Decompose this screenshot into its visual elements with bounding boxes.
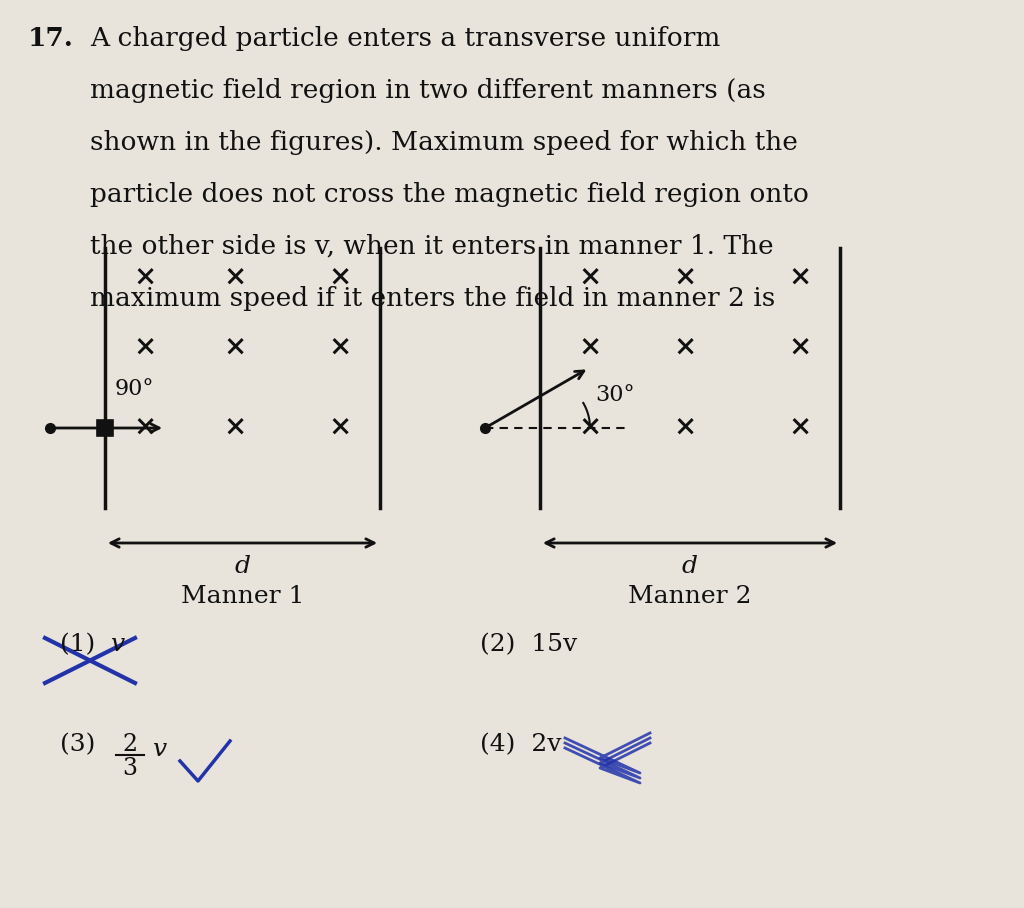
Text: (3): (3) xyxy=(60,733,95,756)
Bar xyxy=(97,420,113,436)
Text: particle does not cross the magnetic field region onto: particle does not cross the magnetic fie… xyxy=(90,182,809,207)
Text: maximum speed if it enters the field in manner 2 is: maximum speed if it enters the field in … xyxy=(90,286,775,311)
Text: 90°: 90° xyxy=(115,378,155,400)
Text: ×: × xyxy=(579,264,602,291)
Text: (1): (1) xyxy=(60,633,95,656)
Text: the other side is v, when it enters in manner 1. The: the other side is v, when it enters in m… xyxy=(90,234,773,259)
Text: (4)  2v: (4) 2v xyxy=(480,733,561,756)
Text: v: v xyxy=(152,738,166,761)
Text: Manner 1: Manner 1 xyxy=(181,585,304,608)
Text: ×: × xyxy=(579,414,602,441)
Text: ×: × xyxy=(133,334,157,361)
Text: ×: × xyxy=(223,414,247,441)
Text: ×: × xyxy=(579,334,602,361)
Text: ×: × xyxy=(674,264,696,291)
Text: ×: × xyxy=(788,414,812,441)
Text: v: v xyxy=(110,633,124,656)
Text: d: d xyxy=(234,555,251,578)
Text: ×: × xyxy=(133,264,157,291)
Text: d: d xyxy=(682,555,698,578)
Text: A charged particle enters a transverse uniform: A charged particle enters a transverse u… xyxy=(90,26,720,51)
Text: Manner 2: Manner 2 xyxy=(629,585,752,608)
Text: 3: 3 xyxy=(123,757,137,780)
Text: ×: × xyxy=(133,414,157,441)
Text: shown in the figures). Maximum speed for which the: shown in the figures). Maximum speed for… xyxy=(90,130,798,155)
Text: 2: 2 xyxy=(123,733,137,756)
Text: ×: × xyxy=(674,414,696,441)
Text: magnetic field region in two different manners (as: magnetic field region in two different m… xyxy=(90,78,766,103)
Text: ×: × xyxy=(788,334,812,361)
Text: ×: × xyxy=(329,334,351,361)
Text: 30°: 30° xyxy=(595,384,635,406)
Text: ×: × xyxy=(788,264,812,291)
Text: (2)  15v: (2) 15v xyxy=(480,633,578,656)
Text: 17.: 17. xyxy=(28,26,74,51)
Text: ×: × xyxy=(329,414,351,441)
Text: ×: × xyxy=(223,334,247,361)
Text: ×: × xyxy=(223,264,247,291)
Text: ×: × xyxy=(329,264,351,291)
Text: ×: × xyxy=(674,334,696,361)
